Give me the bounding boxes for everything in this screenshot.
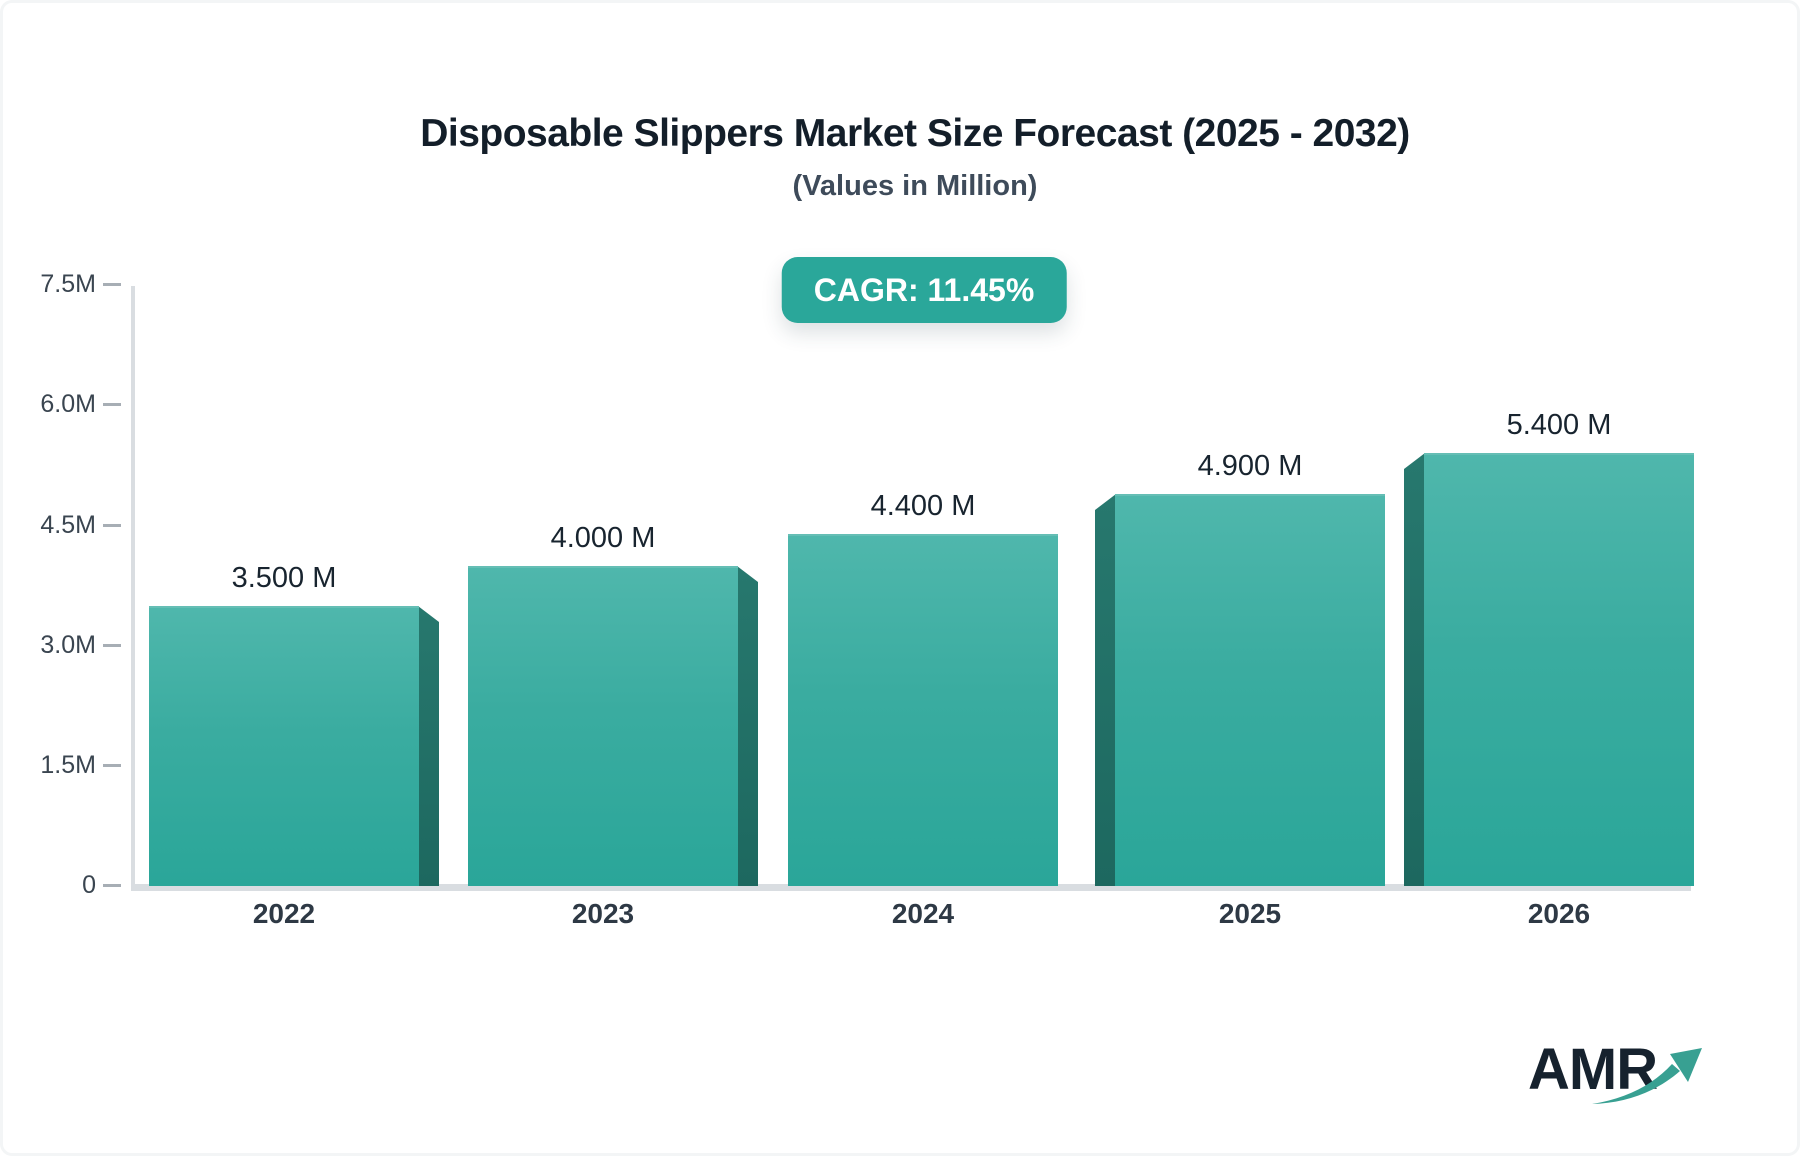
chart-subtitle: (Values in Million) — [792, 170, 1038, 202]
bar-2024 — [788, 534, 1058, 886]
bar-3d-side — [737, 566, 758, 886]
y-tick-mark — [103, 403, 121, 407]
y-axis-line — [131, 286, 135, 888]
x-axis-label: 2026 — [1527, 898, 1591, 929]
cagr-badge-label: CAGR: 11.45% — [813, 272, 1035, 308]
trending-up-arrow-icon — [1592, 1048, 1702, 1104]
y-tick-label: 6.0M — [40, 390, 96, 419]
amr-logo: AMR — [1528, 1036, 1728, 1126]
x-axis-label: 2025 — [1218, 898, 1282, 929]
y-tick-label: 1.5M — [40, 750, 96, 779]
y-tick-mark — [103, 643, 121, 647]
bar-3d-side — [1095, 494, 1116, 886]
y-tick-label: 0 — [82, 871, 96, 899]
x-axis-label: 2023 — [571, 898, 635, 929]
y-tick-mark — [103, 884, 121, 887]
x-axis-baseline — [131, 884, 1691, 891]
bar-2023 — [468, 566, 738, 886]
y-tick-mark — [103, 283, 121, 287]
bar-3d-side — [1404, 453, 1425, 886]
bar-value-label: 4.000 M — [550, 522, 656, 554]
bar-value-label: 4.900 M — [1197, 450, 1303, 482]
y-tick-label: 7.5M — [40, 270, 96, 299]
x-axis-label: 2024 — [891, 898, 955, 929]
y-tick-label: 4.5M — [40, 510, 96, 539]
cagr-badge: CAGR: 11.45% — [781, 257, 1067, 323]
y-tick-label: 3.0M — [40, 630, 96, 659]
bar-3d-side — [418, 606, 439, 886]
x-axis-label: 2022 — [252, 898, 316, 929]
bar-2026 — [1424, 453, 1694, 886]
bar-2025 — [1115, 494, 1385, 886]
bar-value-label: 3.500 M — [231, 562, 337, 594]
bar-2022 — [149, 606, 419, 886]
bar-value-label: 4.400 M — [870, 490, 976, 522]
bar-value-label: 5.400 M — [1506, 409, 1612, 441]
page-title: Disposable Slippers Market Size Forecast… — [420, 112, 1410, 155]
y-tick-mark — [103, 523, 121, 527]
y-tick-mark — [103, 763, 121, 767]
